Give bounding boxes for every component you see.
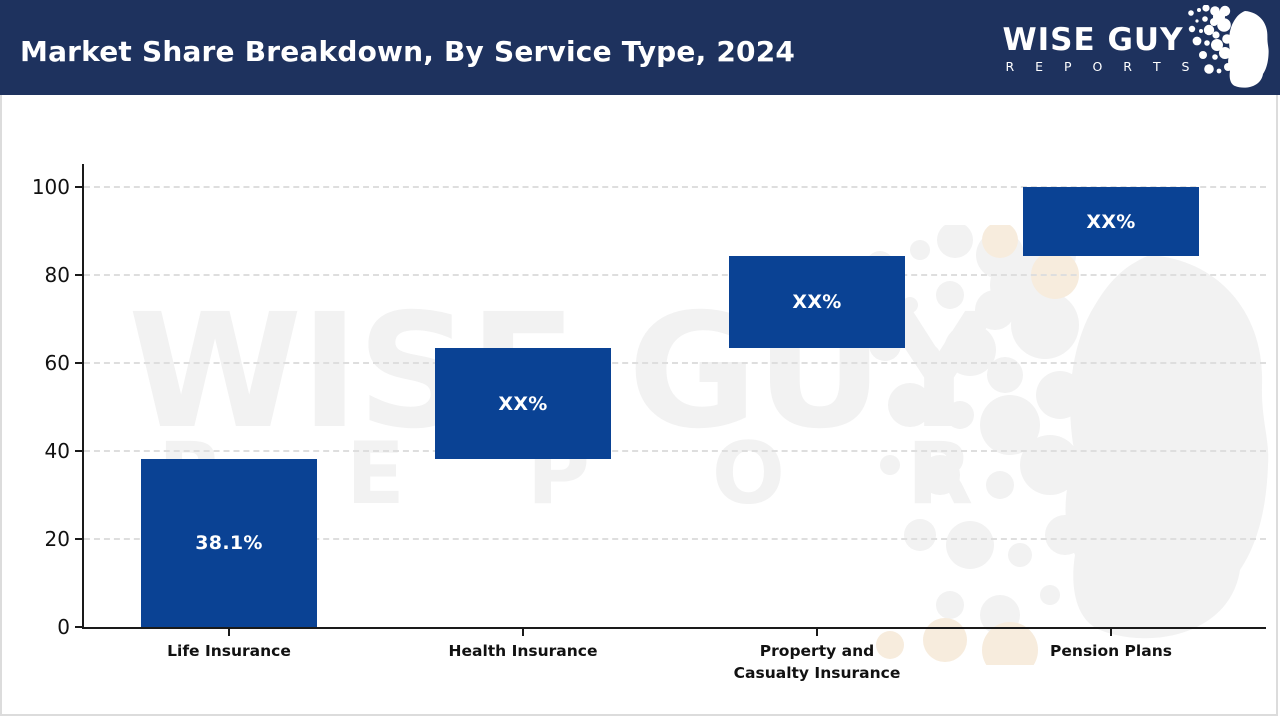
y-axis-tick-label: 20 <box>44 527 70 551</box>
x-axis-tick <box>816 629 818 636</box>
bar-value-label: XX% <box>792 291 842 314</box>
x-axis-tick <box>1110 629 1112 636</box>
brand-logo: WISE GUY R E P O R T S <box>1002 4 1270 94</box>
y-axis-tick <box>75 626 84 628</box>
y-axis-tick <box>75 362 84 364</box>
x-axis-category-label: Property and Casualty Insurance <box>733 642 901 683</box>
brand-subname: R E P O R T S <box>1005 59 1198 75</box>
bar-value-label: XX% <box>1086 210 1136 233</box>
x-axis-tick <box>228 629 230 636</box>
y-axis-tick-label: 100 <box>31 175 70 199</box>
gridline <box>84 538 1266 540</box>
gridline <box>84 186 1266 188</box>
gridline <box>84 274 1266 276</box>
dotted-head-icon <box>1188 5 1269 88</box>
watermark-head-graphic <box>866 225 1269 665</box>
bar-segment: XX% <box>729 256 905 349</box>
x-axis-category-label: Pension Plans <box>1050 642 1172 660</box>
y-axis-tick-label: 40 <box>44 439 70 463</box>
page-title: Market Share Breakdown, By Service Type,… <box>20 35 796 68</box>
header-banner: Market Share Breakdown, By Service Type,… <box>0 0 1280 95</box>
y-axis-tick <box>75 450 84 452</box>
bar-value-label: XX% <box>498 392 548 415</box>
brand-logo-text: WISE GUY R E P O R T S <box>1002 24 1198 75</box>
y-axis-tick <box>75 274 84 276</box>
x-axis-tick <box>522 629 524 636</box>
y-axis-tick-label: 80 <box>44 263 70 287</box>
y-axis-tick-label: 0 <box>57 615 70 639</box>
y-axis-tick <box>75 186 84 188</box>
y-axis-line <box>82 164 84 629</box>
x-axis-line <box>82 627 1266 629</box>
bar-value-label: 38.1% <box>195 532 263 555</box>
bar-segment: XX% <box>435 348 611 460</box>
bar-segment: 38.1% <box>141 459 317 627</box>
gridline <box>84 450 1266 452</box>
chart-frame-border <box>0 95 1278 716</box>
gridline <box>84 362 1266 364</box>
y-axis-tick <box>75 538 84 540</box>
x-axis-category-label: Health Insurance <box>448 642 598 660</box>
y-axis-tick-label: 60 <box>44 351 70 375</box>
brand-name: WISE GUY <box>1002 21 1184 58</box>
x-axis-category-label: Life Insurance <box>167 642 291 660</box>
bar-segment: XX% <box>1023 187 1199 257</box>
